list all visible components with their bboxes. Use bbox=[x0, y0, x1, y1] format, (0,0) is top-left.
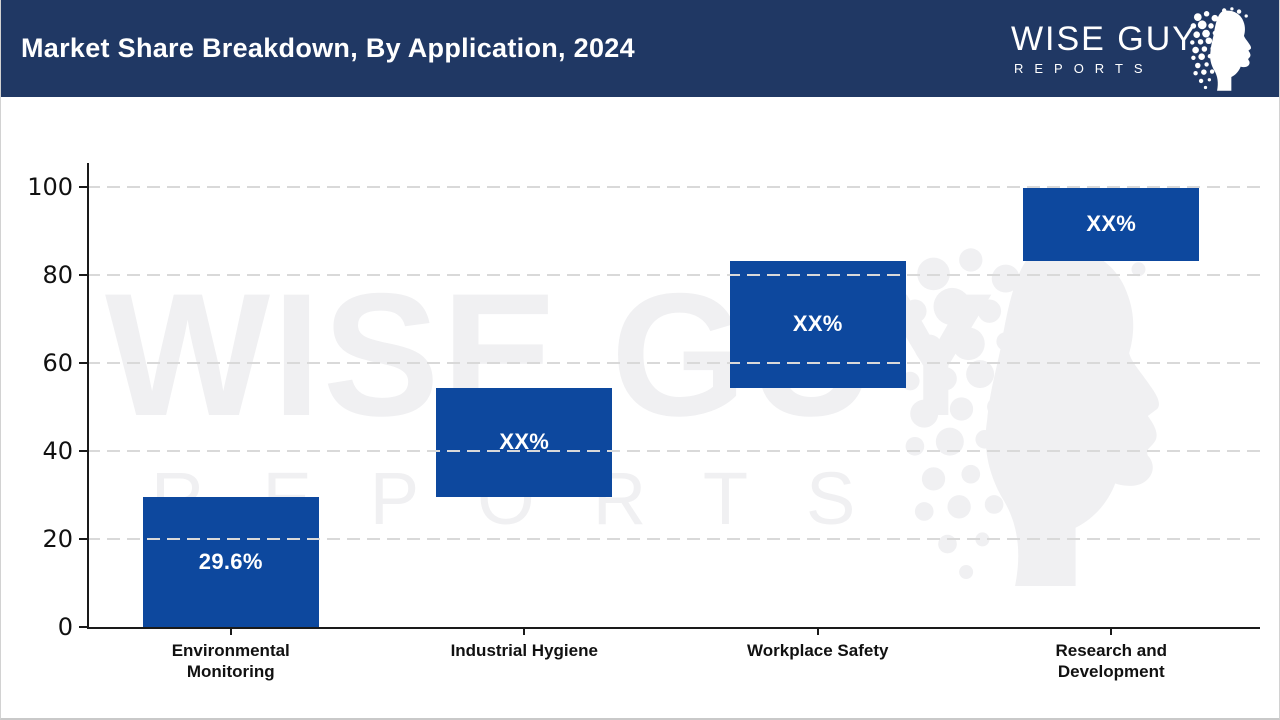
bar-1: 29.6% bbox=[142, 496, 319, 627]
y-tick-label: 60 bbox=[42, 349, 73, 377]
brand-logo-text: WISE GUY REPORTS bbox=[1011, 22, 1197, 76]
y-axis-line bbox=[87, 163, 89, 629]
logo-subtext: REPORTS bbox=[1013, 60, 1154, 76]
y-tick-label: 0 bbox=[57, 613, 73, 641]
y-tick-mark bbox=[79, 538, 87, 540]
y-tick-mark bbox=[79, 186, 87, 188]
x-tick-mark bbox=[523, 627, 526, 635]
gridline-40 bbox=[87, 450, 1260, 452]
bar-value-label: XX% bbox=[792, 311, 843, 337]
logo-wordmark: WISE GUY bbox=[1010, 19, 1197, 58]
y-tick-label: 40 bbox=[42, 437, 73, 465]
y-tick-label: 80 bbox=[42, 261, 73, 289]
x-axis-line bbox=[87, 627, 1260, 629]
bar-2: XX% bbox=[436, 387, 613, 497]
gridline-80 bbox=[87, 274, 1260, 276]
x-tick-label: Environmental Monitoring bbox=[171, 641, 290, 681]
bar-value-label: XX% bbox=[1086, 211, 1137, 237]
page-title: Market Share Breakdown, By Application, … bbox=[21, 33, 635, 63]
x-tick-mark bbox=[229, 627, 232, 635]
wiseguy-head-watermark-icon bbox=[896, 232, 1176, 586]
gridline-20 bbox=[87, 538, 1260, 540]
header: Market Share Breakdown, By Application, … bbox=[1, 0, 1279, 97]
bar-3: XX% bbox=[729, 260, 906, 388]
y-tick-mark bbox=[79, 274, 87, 276]
x-tick-label: Industrial Hygiene bbox=[450, 641, 598, 660]
y-tick-label: 20 bbox=[42, 525, 73, 553]
x-tick-label: Workplace Safety bbox=[747, 641, 889, 660]
y-tick-mark bbox=[79, 626, 87, 628]
wiseguy-head-icon bbox=[1189, 6, 1255, 91]
gridline-60 bbox=[87, 362, 1260, 364]
gridline-100 bbox=[87, 186, 1260, 188]
y-tick-label: 100 bbox=[27, 173, 73, 201]
x-tick-mark bbox=[816, 627, 819, 635]
bar-4: XX% bbox=[1023, 187, 1200, 261]
y-tick-mark bbox=[79, 450, 87, 452]
x-tick-label: Research and Development bbox=[1055, 641, 1168, 681]
bar-value-label: 29.6% bbox=[198, 548, 263, 574]
y-tick-mark bbox=[79, 362, 87, 364]
x-tick-mark bbox=[1110, 627, 1113, 635]
brand-logo: WISE GUY REPORTS bbox=[1011, 6, 1255, 91]
